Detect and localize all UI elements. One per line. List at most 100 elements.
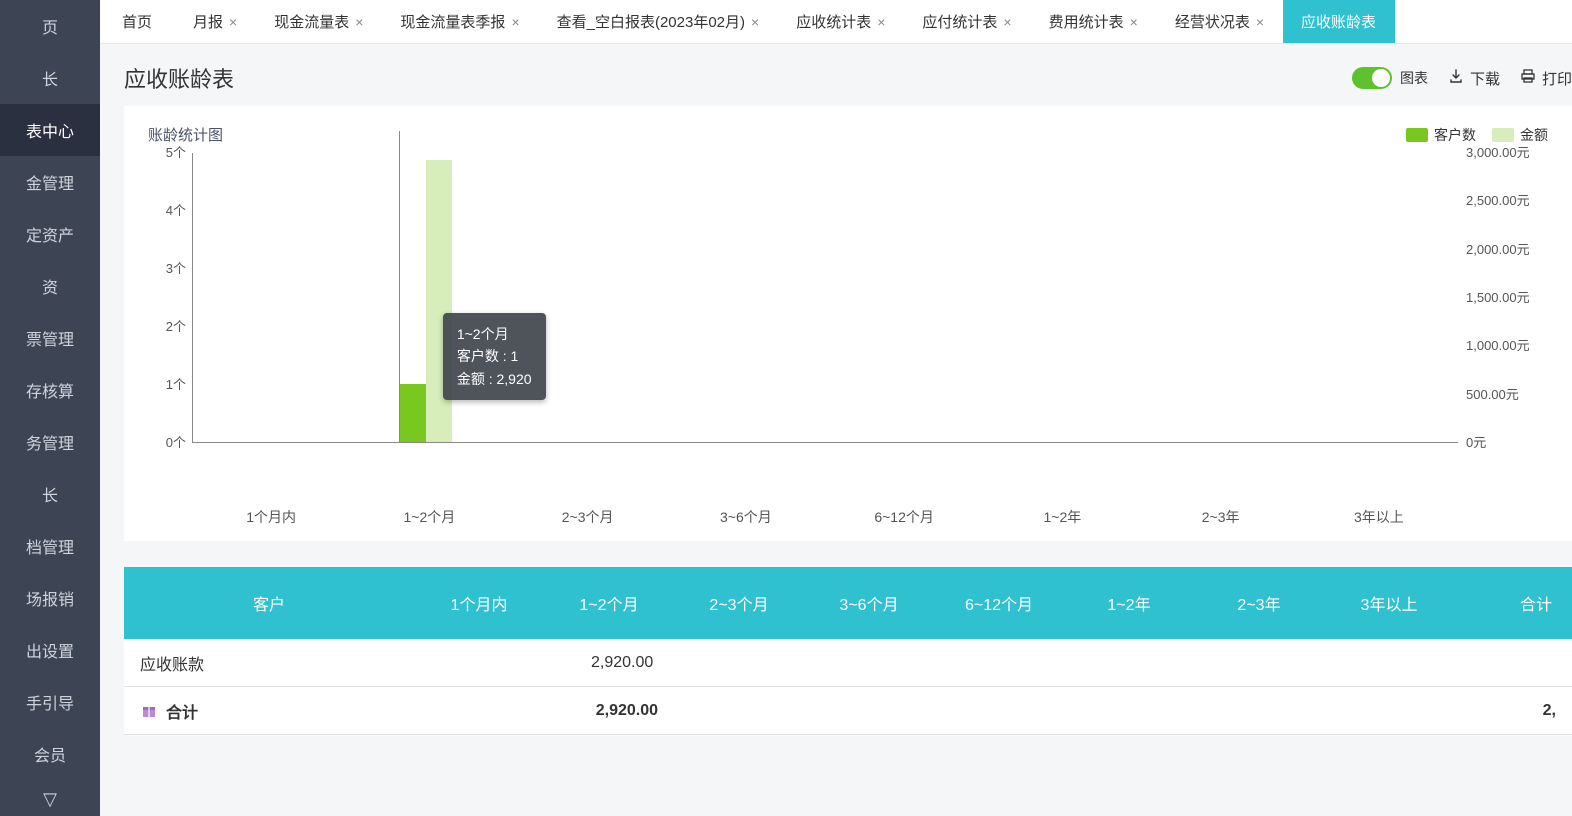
print-icon — [1520, 68, 1536, 88]
legend-swatch — [1492, 128, 1514, 142]
table-header-cell: 客户 — [124, 591, 414, 615]
chart-toggle-label: 图表 — [1400, 68, 1428, 88]
content: 应收账龄表 图表 下载 打印 账龄统计图 — [100, 44, 1572, 816]
y-left-tick: 0个 — [166, 432, 186, 451]
chart-tooltip: 1~2个月客户数 : 1金额 : 2,920 — [443, 313, 546, 400]
print-label: 打印 — [1542, 68, 1572, 89]
tab-8[interactable]: 经营状况表 × — [1157, 0, 1283, 43]
download-label: 下载 — [1470, 68, 1500, 89]
cell-customer: 应收账款 — [124, 651, 411, 675]
close-icon[interactable]: × — [1256, 14, 1264, 30]
close-icon[interactable]: × — [1130, 14, 1138, 30]
tab-5[interactable]: 应收统计表× — [778, 0, 904, 43]
chart-plot[interactable]: 1~2个月客户数 : 1金额 : 2,920 — [192, 153, 1458, 443]
tab-3[interactable]: 现金流量表季报 × — [382, 0, 538, 43]
sidebar-item-10[interactable]: 档管理 — [0, 520, 100, 572]
gift-icon — [140, 702, 158, 720]
close-icon[interactable]: × — [355, 14, 363, 30]
y-right-tick: 0元 — [1466, 432, 1486, 451]
y-left-tick: 2个 — [166, 316, 186, 335]
x-tick: 3~6个月 — [667, 503, 825, 531]
table-header-cell: 2~3个月 — [674, 591, 804, 615]
chart-toggle[interactable] — [1352, 67, 1392, 89]
table-row[interactable]: 应收账款 2,920.00 — [124, 639, 1572, 687]
sidebar-item-1[interactable]: 长 — [0, 52, 100, 104]
table-header-cell: 1~2个月 — [544, 591, 674, 615]
x-tick: 1~2年 — [983, 503, 1141, 531]
close-icon[interactable]: × — [511, 14, 519, 30]
tab-0[interactable]: 首页 — [100, 0, 175, 43]
table-header-cell: 1~2年 — [1064, 591, 1194, 615]
table-row-total: 合计 2,920.00 2, — [124, 687, 1572, 735]
y-left-tick: 5个 — [166, 142, 186, 161]
sidebar-item-0[interactable]: 页 — [0, 0, 100, 52]
y-right-tick: 1,000.00元 — [1466, 335, 1530, 354]
main-area: 首页月报×现金流量表×现金流量表季报×查看_空白报表(2023年02月)×应收统… — [100, 0, 1572, 816]
sidebar-item-11[interactable]: 场报销 — [0, 572, 100, 624]
table-header-cell: 3年以上 — [1324, 591, 1454, 615]
hover-line — [399, 131, 400, 442]
table-header-cell: 合计 — [1454, 591, 1572, 615]
chart-area: 0个1个2个3个4个5个 1~2个月客户数 : 1金额 : 2,920 0元50… — [148, 153, 1548, 503]
print-button[interactable]: 打印 — [1520, 68, 1572, 89]
tab-9[interactable]: 应收账龄表 — [1283, 0, 1395, 43]
download-icon — [1448, 68, 1464, 88]
cell: 2, — [1454, 702, 1572, 720]
y-left-tick: 4个 — [166, 200, 186, 219]
tab-label: 现金流量表 — [274, 11, 349, 32]
sidebar-item-3[interactable]: 金管理 — [0, 156, 100, 208]
x-axis: 1个月内1~2个月2~3个月3~6个月6~12个月1~2年2~3年3年以上 — [192, 503, 1458, 531]
sidebar-item-2[interactable]: 表中心 — [0, 104, 100, 156]
close-icon[interactable]: × — [1003, 14, 1011, 30]
sidebar-item-9[interactable]: 长 — [0, 468, 100, 520]
y-right-tick: 500.00元 — [1466, 384, 1519, 403]
tab-4[interactable]: 查看_空白报表(2023年02月) × — [539, 0, 779, 43]
sidebar-item-13[interactable]: 手引导 — [0, 676, 100, 728]
tab-bar: 首页月报×现金流量表×现金流量表季报×查看_空白报表(2023年02月)×应收统… — [100, 0, 1572, 44]
tab-label: 费用统计表 — [1049, 11, 1124, 32]
bar-customers — [400, 384, 426, 442]
table-header-row: 客户1个月内1~2个月2~3个月3~6个月6~12个月1~2年2~3年3年以上合… — [124, 567, 1572, 639]
y-right-tick: 2,500.00元 — [1466, 190, 1530, 209]
tab-label: 查看_空白报表(2023年02月) — [557, 11, 745, 32]
x-tick: 2~3年 — [1142, 503, 1300, 531]
tab-1[interactable]: 月报× — [175, 0, 256, 43]
y-right-tick: 2,000.00元 — [1466, 239, 1530, 258]
x-tick: 1个月内 — [192, 503, 350, 531]
cell: 2,920.00 — [544, 702, 674, 720]
tab-6[interactable]: 应付统计表× — [904, 0, 1030, 43]
sidebar-item-8[interactable]: 务管理 — [0, 416, 100, 468]
y-right-tick: 3,000.00元 — [1466, 142, 1530, 161]
download-button[interactable]: 下载 — [1448, 68, 1500, 89]
sidebar-item-14[interactable]: 会员 — [0, 728, 100, 780]
y-axis-right: 0元500.00元1,000.00元1,500.00元2,000.00元2,50… — [1458, 153, 1548, 503]
table-header-cell: 3~6个月 — [804, 591, 934, 615]
sidebar-item-4[interactable]: 定资产 — [0, 208, 100, 260]
legend-swatch — [1406, 128, 1428, 142]
tab-label: 首页 — [122, 11, 152, 32]
sidebar-scroll-down-icon[interactable]: ▽ — [0, 783, 100, 816]
tab-7[interactable]: 费用统计表 × — [1031, 0, 1157, 43]
sidebar-item-6[interactable]: 票管理 — [0, 312, 100, 364]
x-tick: 3年以上 — [1300, 503, 1458, 531]
tab-2[interactable]: 现金流量表 × — [256, 0, 382, 43]
cell: 2,920.00 — [540, 654, 669, 672]
chart-panel: 账龄统计图 客户数金额 0个1个2个3个4个5个 1~2个月客户数 : 1金额 … — [124, 106, 1572, 541]
sidebar: 页长表中心金管理定资产资票管理存核算务管理长档管理场报销出设置手引导会员▽ — [0, 0, 100, 816]
x-tick: 1~2个月 — [350, 503, 508, 531]
tab-label: 经营状况表 — [1175, 11, 1250, 32]
tab-label: 现金流量表季报 — [400, 11, 505, 32]
sidebar-item-12[interactable]: 出设置 — [0, 624, 100, 676]
y-left-tick: 3个 — [166, 258, 186, 277]
sidebar-item-7[interactable]: 存核算 — [0, 364, 100, 416]
x-tick: 6~12个月 — [825, 503, 983, 531]
y-left-tick: 1个 — [166, 374, 186, 393]
cell-total-label: 合计 — [124, 699, 414, 723]
data-table: 客户1个月内1~2个月2~3个月3~6个月6~12个月1~2年2~3年3年以上合… — [124, 567, 1572, 735]
table-header-cell: 6~12个月 — [934, 591, 1064, 615]
close-icon[interactable]: × — [751, 14, 759, 30]
close-icon[interactable]: × — [229, 14, 237, 30]
close-icon[interactable]: × — [877, 14, 885, 30]
sidebar-item-5[interactable]: 资 — [0, 260, 100, 312]
tab-label: 应收账龄表 — [1301, 11, 1376, 32]
